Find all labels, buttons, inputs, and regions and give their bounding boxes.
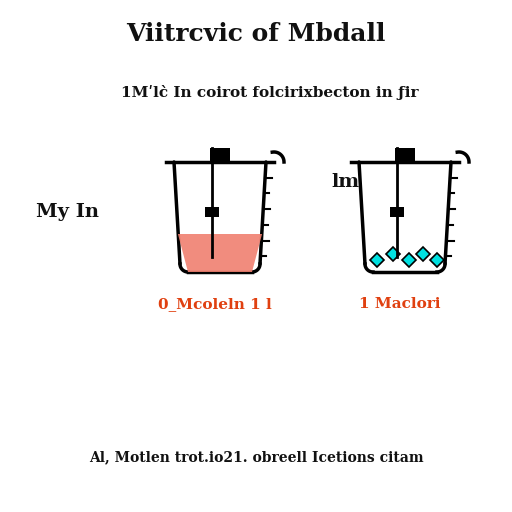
Text: lm: lm: [331, 173, 359, 191]
Bar: [390, 207, 404, 217]
Text: My In: My In: [36, 203, 99, 221]
Text: Viitrcvic of Mbdall: Viitrcvic of Mbdall: [126, 22, 386, 46]
Bar: [395, 148, 415, 164]
Text: Al, Motlen trot.io21. obreell Icetions citam: Al, Motlen trot.io21. obreell Icetions c…: [89, 450, 423, 464]
Polygon shape: [370, 253, 384, 267]
Polygon shape: [430, 253, 444, 267]
Text: 0_Mcoleln 1 l: 0_Mcoleln 1 l: [158, 297, 272, 311]
Polygon shape: [386, 247, 400, 261]
Polygon shape: [416, 247, 430, 261]
Text: 1 Maclori: 1 Maclori: [359, 297, 441, 311]
Polygon shape: [402, 253, 416, 267]
Text: 1Mʹlc̀ In coirot folcirixbecton in ƒir: 1Mʹlc̀ In coirot folcirixbecton in ƒir: [121, 84, 419, 99]
Polygon shape: [178, 234, 262, 272]
Bar: [210, 148, 230, 164]
Bar: [205, 207, 219, 217]
